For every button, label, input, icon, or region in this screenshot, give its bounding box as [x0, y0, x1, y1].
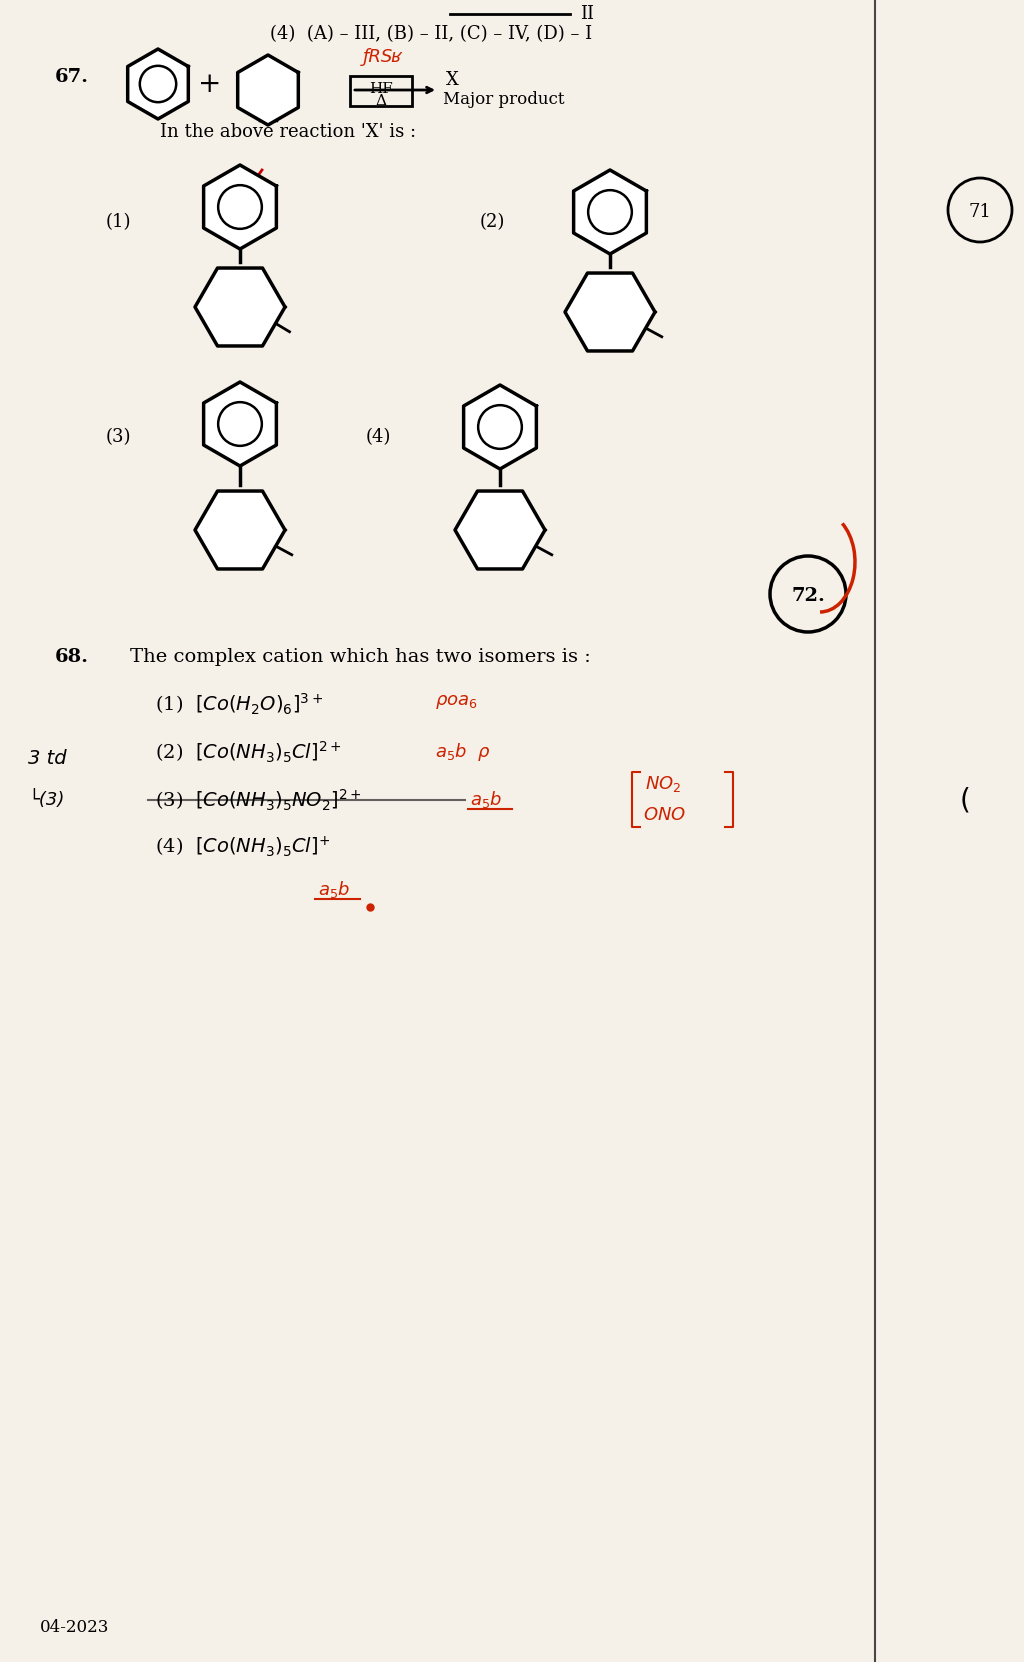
Text: $NO_2$: $NO_2$ [645, 774, 681, 794]
Text: ƒRSʁ: ƒRSʁ [362, 48, 403, 66]
Text: (4)  $[Co(NH_3)_5Cl]^{+}$: (4) $[Co(NH_3)_5Cl]^{+}$ [155, 834, 330, 859]
Text: 71: 71 [969, 203, 991, 221]
Text: 72.: 72. [792, 587, 825, 605]
Polygon shape [573, 170, 646, 254]
Polygon shape [565, 273, 655, 351]
Text: In the above reaction 'X' is :: In the above reaction 'X' is : [160, 123, 416, 141]
Text: $a_5 b$: $a_5 b$ [318, 879, 350, 899]
Polygon shape [128, 48, 188, 120]
Text: (4)  (A) – III, (B) – II, (C) – IV, (D) – I: (4) (A) – III, (B) – II, (C) – IV, (D) –… [270, 25, 592, 43]
Text: (3)  $[Co(NH_3)_5NO_2]^{2+}$: (3) $[Co(NH_3)_5NO_2]^{2+}$ [155, 788, 361, 813]
Text: $a_5 b$: $a_5 b$ [470, 789, 502, 811]
Polygon shape [195, 268, 285, 346]
Polygon shape [238, 55, 298, 125]
Text: $\rho oa_6$: $\rho oa_6$ [435, 693, 477, 711]
Text: Major product: Major product [443, 91, 564, 108]
Polygon shape [204, 165, 276, 249]
Text: 04-2023: 04-2023 [40, 1619, 110, 1635]
Text: (1)  $[Co(H_2O)_6]^{3+}$: (1) $[Co(H_2O)_6]^{3+}$ [155, 691, 324, 716]
Text: 67.: 67. [55, 68, 89, 86]
Polygon shape [195, 490, 285, 568]
Text: (: ( [961, 786, 971, 814]
Text: (3): (3) [105, 429, 131, 445]
Text: 3 td: 3 td [28, 750, 67, 768]
Text: (2): (2) [479, 213, 505, 231]
Text: └(3): └(3) [28, 791, 65, 809]
Text: $a_5b$  $\rho$: $a_5b$ $\rho$ [435, 741, 490, 763]
Text: 68.: 68. [55, 648, 89, 666]
Text: +: + [199, 70, 221, 98]
Text: (1): (1) [105, 213, 131, 231]
Text: II: II [580, 5, 594, 23]
Text: The complex cation which has two isomers is :: The complex cation which has two isomers… [130, 648, 591, 666]
Text: HF: HF [369, 81, 393, 96]
Polygon shape [204, 382, 276, 465]
Polygon shape [464, 386, 537, 469]
Text: (4): (4) [366, 429, 391, 445]
Text: $ONO$: $ONO$ [643, 806, 686, 824]
Text: Δ: Δ [376, 95, 386, 108]
Polygon shape [455, 490, 545, 568]
Text: (2)  $[Co(NH_3)_5Cl]^{2+}$: (2) $[Co(NH_3)_5Cl]^{2+}$ [155, 740, 341, 765]
Text: X: X [446, 71, 459, 90]
